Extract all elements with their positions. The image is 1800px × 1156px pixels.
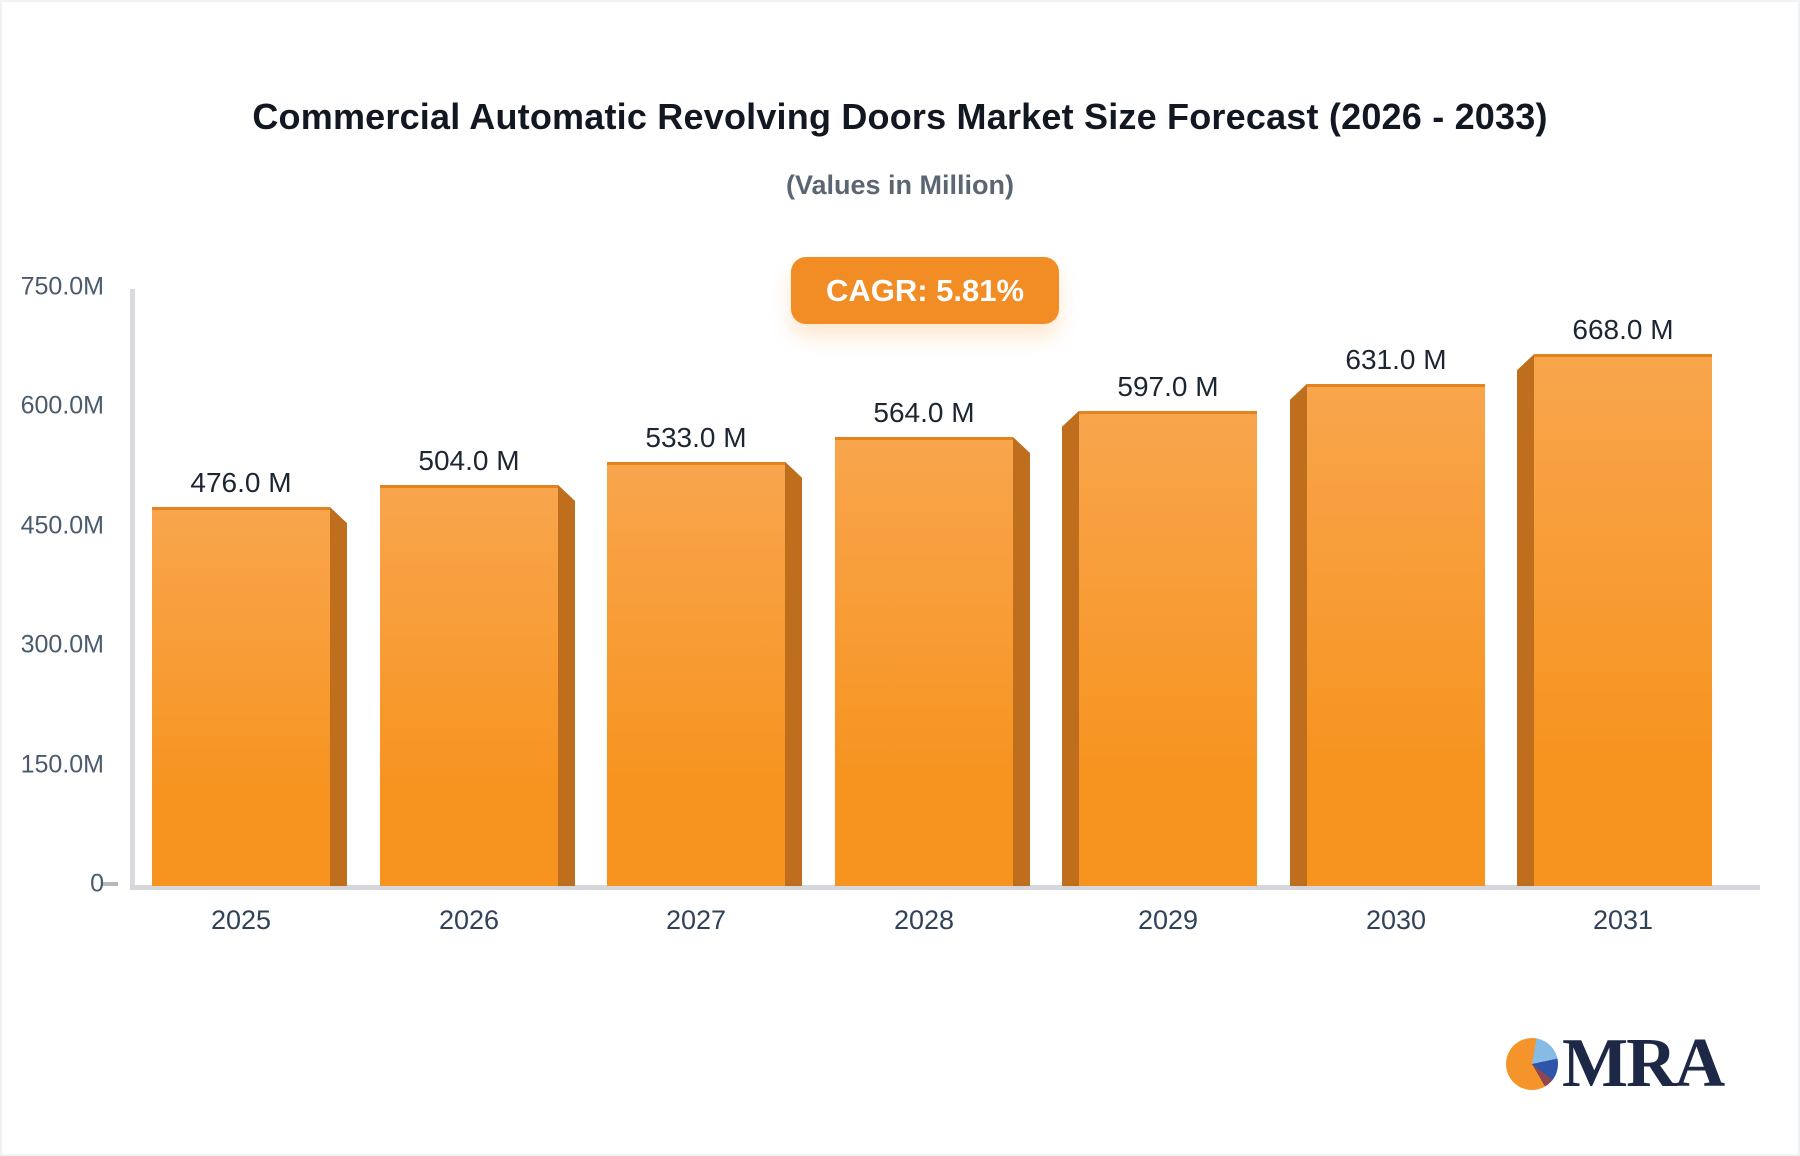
bar-3d-side-2026 <box>558 484 575 886</box>
x-axis-label-2030: 2030 <box>1365 905 1427 935</box>
bar-value-label: 533.0 M <box>645 421 747 453</box>
bar-3d-side-2025 <box>330 507 347 886</box>
y-axis-tick-label: 750.0M <box>20 272 104 301</box>
bar-3d-side-2029 <box>1062 410 1079 886</box>
bar-3d-side-2030 <box>1290 383 1307 886</box>
cagr-badge-label: CAGR: 5.81% <box>825 272 1025 308</box>
x-axis-label-2027: 2027 <box>665 905 727 935</box>
page-title: Commercial Automatic Revolving Doors Mar… <box>252 96 1548 137</box>
bar-3d-side-2031 <box>1517 354 1534 886</box>
y-axis-tick-label: 150.0M <box>20 750 104 779</box>
bar-2026 <box>380 484 558 886</box>
y-axis-tick-label: 0 <box>90 869 104 898</box>
bar-2030 <box>1307 383 1485 886</box>
x-axis-label-2031: 2031 <box>1592 905 1654 935</box>
y-axis-tick-label: 450.0M <box>20 511 104 540</box>
bar-3d-side-2027 <box>785 461 802 886</box>
bar-3d-side-2028 <box>1013 437 1030 886</box>
bar-value-label: 504.0 M <box>418 444 520 476</box>
y-axis-line <box>130 289 135 888</box>
brand-logo: MRA <box>1506 1025 1725 1102</box>
zero-tick-mark <box>101 882 118 886</box>
bar-value-label: 476.0 M <box>190 467 292 499</box>
x-axis-label-2026: 2026 <box>438 905 500 935</box>
x-axis-baseline <box>130 885 1760 890</box>
x-axis-label-2028: 2028 <box>893 905 955 935</box>
y-axis-tick-label: 300.0M <box>20 630 104 659</box>
bar-2028 <box>835 437 1013 886</box>
brand-logo-text: MRA <box>1562 1025 1725 1102</box>
bar-value-label: 668.0 M <box>1572 314 1674 346</box>
bar-2029 <box>1079 410 1257 886</box>
bar-value-label: 564.0 M <box>873 397 975 429</box>
bar-2025 <box>152 507 330 886</box>
x-axis-label-2025: 2025 <box>210 905 272 935</box>
pie-chart-logo-icon <box>1506 1038 1558 1090</box>
x-axis-label-2029: 2029 <box>1137 905 1199 935</box>
page-subtitle: (Values in Million) <box>785 170 1015 200</box>
cagr-badge: CAGR: 5.81% <box>791 257 1059 324</box>
bar-2027 <box>607 461 785 886</box>
bar-value-label: 597.0 M <box>1117 370 1219 402</box>
bar-value-label: 631.0 M <box>1345 343 1447 375</box>
y-axis-tick-label: 600.0M <box>20 391 104 420</box>
bar-2031 <box>1534 354 1712 886</box>
